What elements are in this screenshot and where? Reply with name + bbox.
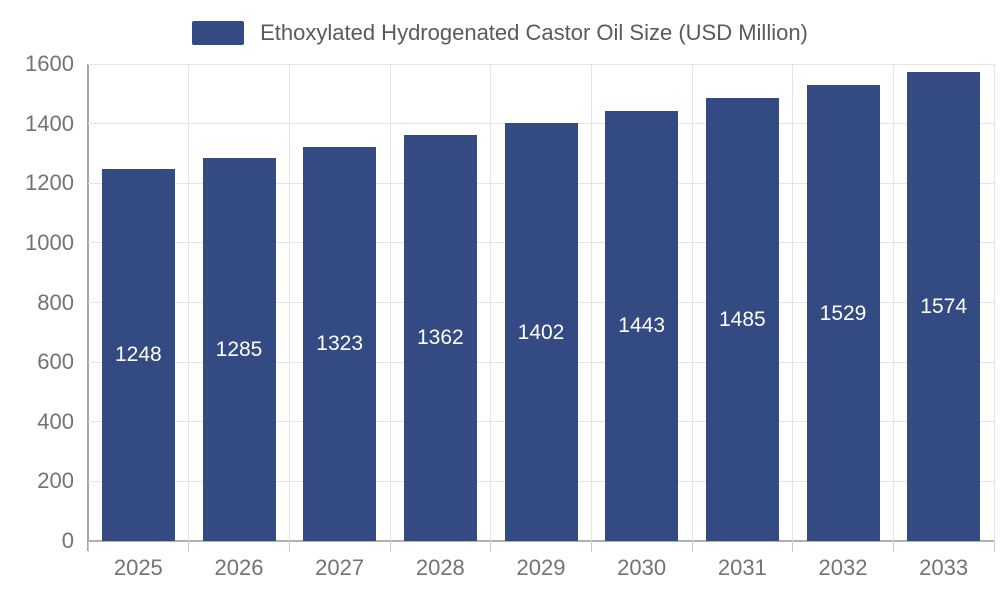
- y-tick-label: 600: [37, 349, 74, 375]
- bar-value-label: 1485: [718, 308, 766, 332]
- y-tick-label: 1000: [25, 229, 74, 255]
- x-tick-label: 2030: [617, 555, 667, 580]
- bar-2029[interactable]: 1402: [504, 123, 578, 541]
- x-axis-tick: [590, 541, 592, 552]
- x-tick-label: 2026: [214, 555, 264, 580]
- bar-value-label: 1574: [920, 294, 968, 318]
- gridline-vertical: [892, 64, 894, 541]
- x-tick-label: 2027: [315, 555, 365, 580]
- gridline-vertical: [691, 64, 693, 541]
- y-tick-label: 200: [37, 468, 74, 494]
- bar-value-label: 1248: [114, 343, 162, 367]
- bar-value-label: 1323: [316, 332, 364, 356]
- bar-2027[interactable]: 1323: [303, 146, 377, 541]
- legend-swatch-icon: [192, 21, 245, 45]
- x-axis-tick: [87, 541, 89, 552]
- x-tick-label: 2032: [818, 555, 868, 580]
- x-axis-tick: [490, 541, 492, 552]
- x-tick-label: 2029: [516, 555, 566, 580]
- y-axis-labels: 0 200 400 600 800 1000 1200 1400 1600: [0, 53, 74, 552]
- x-axis-tick: [792, 541, 794, 552]
- bar-2030[interactable]: 1443: [605, 110, 679, 541]
- legend-label: Ethoxylated Hydrogenated Castor Oil Size…: [260, 20, 808, 45]
- bar-2032[interactable]: 1529: [806, 85, 880, 541]
- bar-value-label: 1362: [416, 326, 464, 350]
- y-tick-label: 400: [37, 408, 74, 434]
- bar-value-label: 1402: [517, 320, 565, 344]
- y-tick-label: 1200: [25, 170, 74, 196]
- y-tick-label: 1600: [25, 51, 74, 76]
- bar-value-label: 1529: [819, 301, 867, 325]
- x-axis-tick: [288, 541, 290, 552]
- x-axis-line: [88, 540, 994, 542]
- x-axis-tick: [188, 541, 190, 552]
- y-tick-label: 0: [61, 528, 74, 553]
- gridline-vertical: [188, 64, 190, 541]
- y-tick-label: 1400: [25, 110, 74, 136]
- gridline-vertical: [590, 64, 592, 541]
- x-axis-tick: [892, 541, 894, 552]
- bar-2031[interactable]: 1485: [705, 98, 779, 541]
- x-tick-label: 2025: [113, 555, 163, 580]
- gridline-horizontal: [88, 63, 994, 65]
- plot-area: 1248 1285 1323 1362 1402 1443 1485 1529 1574: [87, 63, 995, 552]
- gridline-vertical: [389, 64, 391, 541]
- x-axis-tick: [691, 541, 693, 552]
- bar-2026[interactable]: 1285: [202, 157, 276, 541]
- gridline-vertical: [993, 64, 995, 541]
- bar-value-label: 1443: [618, 314, 666, 338]
- bar-2028[interactable]: 1362: [403, 134, 477, 541]
- x-tick-label: 2031: [717, 555, 767, 580]
- bar-value-label: 1285: [215, 337, 263, 361]
- bar-2033[interactable]: 1574: [907, 71, 981, 541]
- y-axis-line: [87, 64, 89, 551]
- gridline-vertical: [490, 64, 492, 541]
- x-axis-tick: [993, 541, 995, 552]
- x-tick-label: 2033: [919, 555, 969, 580]
- x-axis-tick: [389, 541, 391, 552]
- gridline-vertical: [288, 64, 290, 541]
- x-tick-label: 2028: [415, 555, 465, 580]
- legend[interactable]: Ethoxylated Hydrogenated Castor Oil Size…: [0, 20, 1000, 46]
- bar-2025[interactable]: 1248: [101, 168, 175, 541]
- y-tick-label: 800: [37, 289, 74, 315]
- x-axis-labels: 2025 2026 2027 2028 2029 2030 2031 2032 2033: [88, 557, 994, 583]
- gridline-vertical: [792, 64, 794, 541]
